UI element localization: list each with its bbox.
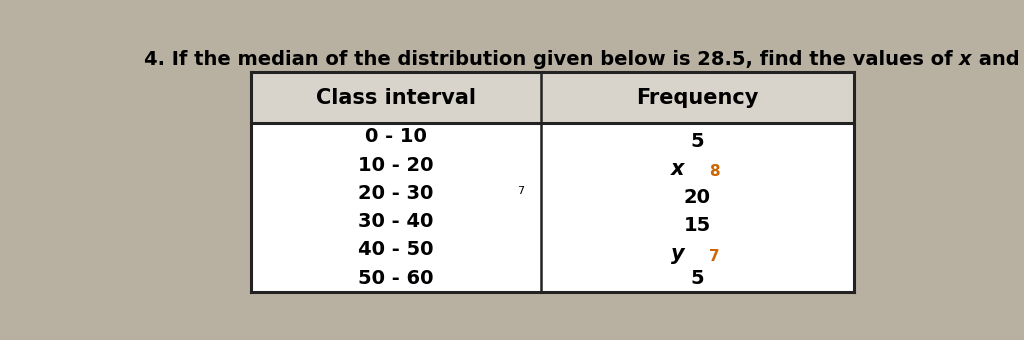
Text: 40 - 50: 40 - 50: [358, 240, 433, 259]
Bar: [251, 72, 854, 292]
Text: 30 - 40: 30 - 40: [358, 212, 433, 231]
Text: 8: 8: [710, 165, 720, 180]
Text: 5: 5: [690, 269, 705, 288]
Text: Frequency: Frequency: [636, 87, 759, 107]
Text: 20 - 30: 20 - 30: [358, 184, 433, 203]
Bar: [251, 72, 854, 123]
Text: y: y: [671, 244, 684, 264]
Text: x: x: [959, 50, 972, 69]
Text: and: and: [972, 50, 1024, 69]
Text: 7: 7: [710, 249, 720, 264]
Text: 10 - 20: 10 - 20: [358, 156, 433, 175]
Text: 0 - 10: 0 - 10: [365, 128, 427, 147]
Text: 15: 15: [684, 216, 711, 235]
Text: 20: 20: [684, 188, 711, 207]
Text: x: x: [671, 159, 684, 180]
Text: 5: 5: [690, 132, 705, 151]
Text: 4. If the median of the distribution given below is 28.5, find the values of: 4. If the median of the distribution giv…: [143, 50, 959, 69]
Text: Class interval: Class interval: [315, 87, 476, 107]
Text: 7: 7: [517, 186, 524, 196]
Text: 50 - 60: 50 - 60: [358, 269, 433, 288]
